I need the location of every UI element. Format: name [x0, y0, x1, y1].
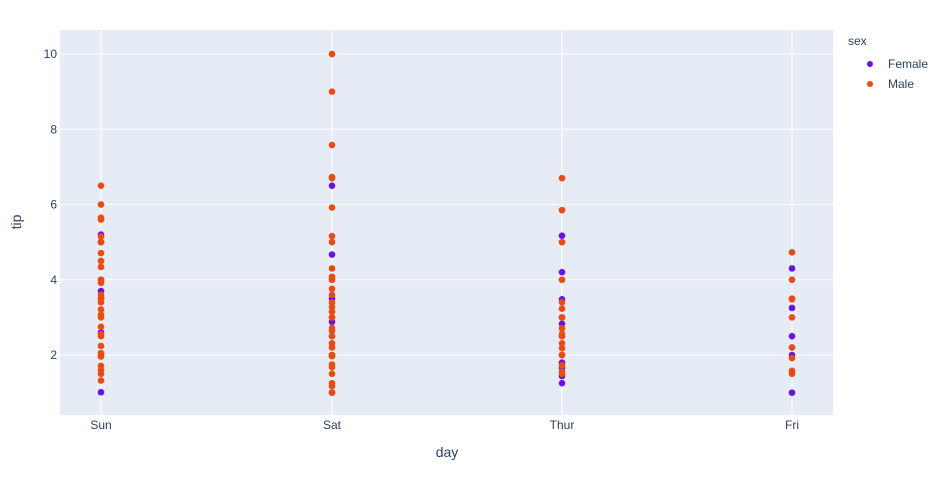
marker-icon: [867, 61, 873, 67]
data-point[interactable]: [328, 382, 336, 390]
data-point[interactable]: [788, 296, 796, 303]
legend-label: Male: [888, 77, 915, 91]
data-point[interactable]: [328, 141, 336, 149]
data-points: [97, 50, 796, 396]
y-tick-label: 8: [50, 122, 57, 136]
data-point[interactable]: [328, 291, 336, 299]
data-point[interactable]: [558, 344, 566, 352]
data-point[interactable]: [97, 388, 105, 396]
data-point[interactable]: [97, 182, 105, 189]
data-point[interactable]: [328, 251, 336, 258]
y-tick-label: 10: [44, 47, 58, 61]
data-point[interactable]: [328, 332, 336, 340]
data-point[interactable]: [558, 299, 566, 306]
data-point[interactable]: [788, 265, 796, 272]
data-point[interactable]: [558, 268, 566, 276]
data-point[interactable]: [97, 353, 105, 360]
y-tick-label: 4: [50, 273, 57, 287]
data-point[interactable]: [558, 320, 566, 328]
data-point[interactable]: [788, 332, 796, 340]
data-point[interactable]: [788, 389, 796, 396]
data-point[interactable]: [558, 238, 566, 246]
data-point[interactable]: [558, 324, 566, 332]
data-point[interactable]: [97, 279, 105, 287]
data-point[interactable]: [328, 88, 336, 95]
data-point[interactable]: [558, 361, 566, 369]
x-tick-label: Sat: [323, 418, 342, 432]
data-point[interactable]: [558, 276, 566, 284]
data-point[interactable]: [558, 340, 566, 347]
x-tick-label: Sun: [90, 418, 111, 432]
y-tick-label: 2: [50, 348, 57, 362]
data-point[interactable]: [97, 257, 105, 265]
data-point[interactable]: [97, 299, 105, 306]
data-point[interactable]: [328, 265, 336, 272]
legend: sex Female Male: [848, 34, 928, 94]
data-point[interactable]: [558, 206, 566, 214]
data-point[interactable]: [328, 50, 336, 58]
data-point[interactable]: [97, 314, 105, 321]
data-point[interactable]: [328, 314, 336, 321]
data-point[interactable]: [788, 276, 796, 284]
gridlines: [60, 30, 833, 415]
data-point[interactable]: [788, 354, 796, 362]
data-point[interactable]: [97, 342, 105, 350]
data-point[interactable]: [97, 370, 105, 378]
legend-label: Female: [888, 57, 929, 71]
data-point[interactable]: [788, 314, 796, 321]
data-point[interactable]: [328, 232, 336, 240]
data-point[interactable]: [328, 363, 336, 371]
data-point[interactable]: [328, 285, 336, 293]
data-point[interactable]: [328, 238, 336, 246]
data-point[interactable]: [97, 249, 105, 257]
data-point[interactable]: [558, 174, 566, 182]
data-point[interactable]: [97, 306, 105, 313]
data-point[interactable]: [97, 263, 105, 271]
data-point[interactable]: [328, 174, 336, 182]
data-point[interactable]: [97, 216, 105, 223]
data-point[interactable]: [558, 232, 566, 240]
x-tick-label: Thur: [550, 418, 575, 432]
data-point[interactable]: [328, 303, 336, 311]
data-point[interactable]: [558, 379, 566, 387]
data-point[interactable]: [328, 204, 336, 211]
data-point[interactable]: [97, 238, 105, 246]
data-point[interactable]: [328, 344, 336, 351]
data-point[interactable]: [97, 332, 105, 340]
data-point[interactable]: [328, 299, 336, 307]
data-point[interactable]: [558, 305, 566, 313]
data-point[interactable]: [328, 370, 336, 378]
data-point[interactable]: [558, 370, 566, 378]
data-point[interactable]: [558, 332, 566, 340]
legend-item-male[interactable]: Male: [848, 74, 928, 94]
data-point[interactable]: [788, 344, 796, 351]
legend-title: sex: [848, 34, 867, 48]
data-point[interactable]: [328, 389, 336, 396]
data-point[interactable]: [328, 182, 336, 189]
data-point[interactable]: [788, 248, 796, 256]
data-point[interactable]: [328, 352, 336, 360]
y-axis-title: tip: [8, 214, 24, 229]
data-point[interactable]: [328, 327, 336, 335]
y-axis-ticks: 2 4 6 8 10: [44, 47, 58, 362]
data-point[interactable]: [788, 304, 796, 312]
x-axis-ticks: Sun Sat Thur Fri: [90, 418, 799, 432]
data-point[interactable]: [328, 318, 336, 326]
data-point[interactable]: [97, 323, 105, 331]
y-tick-label: 6: [50, 198, 57, 212]
data-point[interactable]: [558, 314, 566, 321]
legend-item-female[interactable]: Female: [848, 54, 928, 74]
data-point[interactable]: [97, 377, 105, 384]
data-point[interactable]: [97, 233, 105, 240]
marker-icon: [867, 81, 873, 87]
data-point[interactable]: [328, 308, 336, 316]
data-point[interactable]: [788, 370, 796, 378]
data-point[interactable]: [97, 201, 105, 208]
x-axis-title: day: [436, 444, 459, 460]
x-tick-label: Fri: [785, 418, 799, 432]
data-point[interactable]: [328, 276, 336, 284]
data-point[interactable]: [558, 351, 566, 359]
plot-area[interactable]: [60, 30, 833, 415]
